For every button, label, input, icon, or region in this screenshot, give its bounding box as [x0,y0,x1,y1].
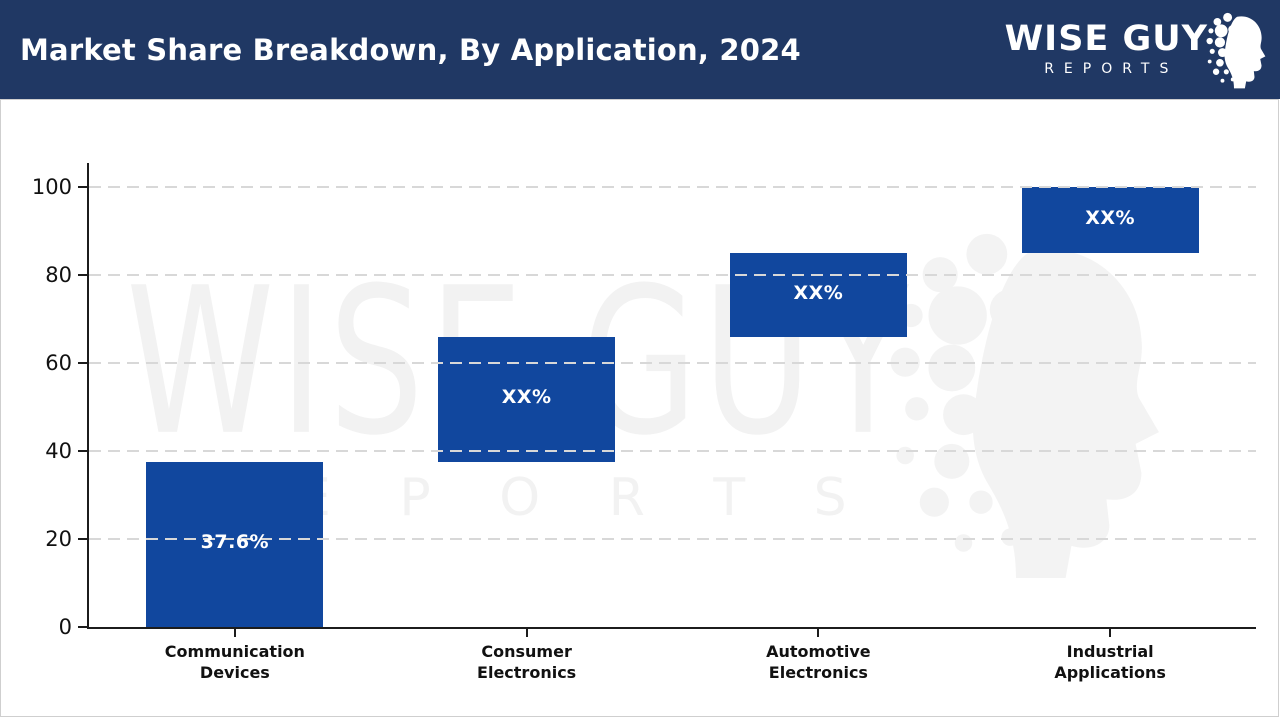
category-label-industrial-applications: Industrial Applications [985,641,1235,683]
y-tick-mark [78,274,87,276]
y-tick-label-60: 60 [45,351,72,375]
bar-automotive-electronics [729,253,907,337]
category-label-line: Applications [1054,663,1166,682]
category-label-line: Industrial [1066,642,1154,661]
category-label-communication-devices: Communication Devices [110,641,360,683]
bar-value-label: XX% [1085,207,1136,229]
x-tick-mark [233,629,236,637]
x-tick-mark [817,629,820,637]
y-tick-label-0: 0 [58,615,72,639]
gridline-80 [89,274,1256,276]
y-tick-label-20: 20 [45,527,72,551]
category-label-line: Electronics [768,663,868,682]
header: Market Share Breakdown, By Application, … [0,0,1280,99]
category-label-line: Devices [199,663,270,682]
y-tick-mark [78,186,87,188]
logo-text: WISE GUY REPORTS [1004,19,1208,78]
category-label-line: Consumer [481,642,572,661]
y-tick-label-80: 80 [45,263,72,287]
category-label-line: Automotive [766,642,871,661]
bar-value-label: 37.6% [200,531,270,554]
page-title: Market Share Breakdown, By Application, … [20,32,801,67]
y-tick-mark [78,538,87,540]
logo-wordmark: WISE GUY [1004,19,1208,59]
gridline-60 [89,362,1256,364]
category-label-consumer-electronics: Consumer Electronics [402,641,652,683]
gridline-20 [89,538,1256,540]
x-tick-mark [525,629,528,637]
y-tick-mark [78,626,87,628]
y-tick-mark [78,450,87,452]
bar-value-label: XX% [501,386,552,409]
wise-guy-logo: WISE GUY REPORTS [1005,9,1266,91]
category-label-automotive-electronics: Automotive Electronics [693,641,943,683]
plot-area: 37.6% XX% XX% XX% [87,163,1256,629]
category-label-line: Electronics [477,663,577,682]
y-tick-mark [78,362,87,364]
x-tick-mark [1109,629,1112,637]
gridline-40 [89,450,1256,452]
logo-head-icon [1202,9,1266,91]
category-label-line: Communication [164,642,305,661]
y-tick-label-40: 40 [45,439,72,463]
gridline-100 [89,186,1256,188]
bar-consumer-electronics [438,336,616,462]
logo-subtitle: REPORTS [1044,61,1179,77]
bar-communication-devices [146,461,324,627]
y-tick-label-100: 100 [31,175,72,199]
bar-value-label: XX% [793,281,844,304]
